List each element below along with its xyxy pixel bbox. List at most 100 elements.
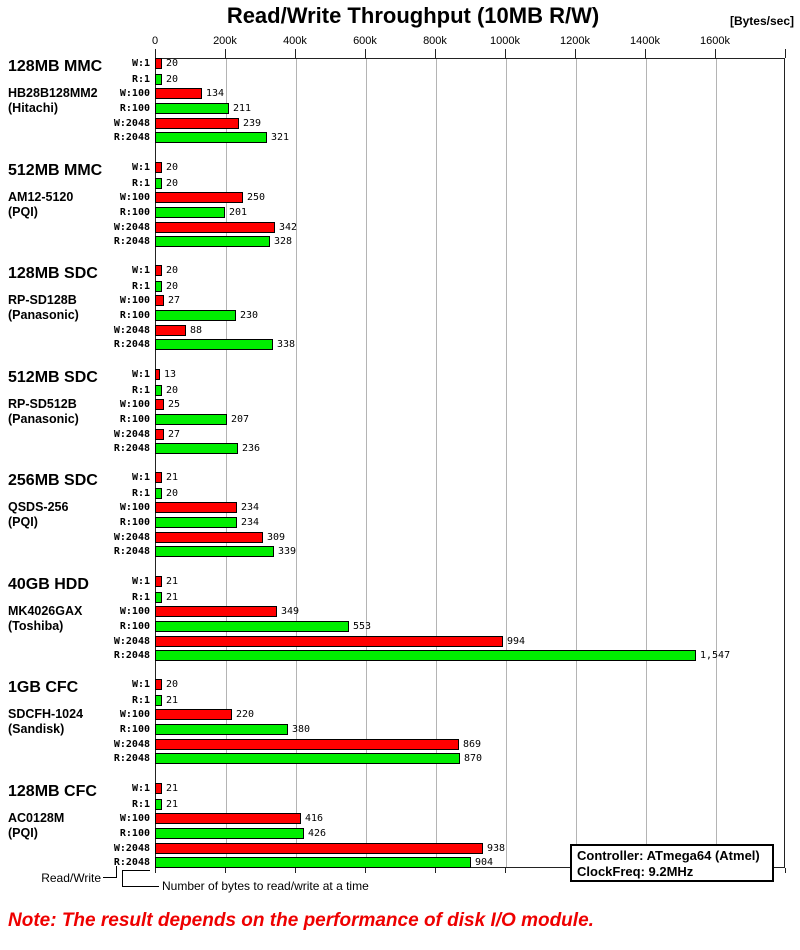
device-group: 512MB MMC AM12-5120 (PQI) W:1 20 R:1 20 W:100 25… xyxy=(0,162,785,247)
device-name: 128MB SDC xyxy=(8,265,98,282)
write-bar xyxy=(155,739,459,750)
bar-row-label: R:100 xyxy=(119,517,150,528)
bar-row-label: R:1 xyxy=(131,385,150,396)
bar-value-label: 20 xyxy=(166,679,179,690)
bar-row-label: W:100 xyxy=(119,813,150,824)
device-maker: (Panasonic) xyxy=(8,308,79,322)
device-model: RP-SD128B xyxy=(8,293,77,307)
bar-row-label: W:2048 xyxy=(113,843,150,854)
bar-value-label: 234 xyxy=(241,517,260,528)
bar-row-label: W:2048 xyxy=(113,118,150,129)
write-bar xyxy=(155,118,239,129)
bar-row-label: R:1 xyxy=(131,799,150,810)
write-bar xyxy=(155,502,237,513)
bar-value-label: 27 xyxy=(168,429,181,440)
read-bar xyxy=(155,592,162,603)
device-model: RP-SD512B xyxy=(8,397,77,411)
device-group: 128MB MMC HB28B128MM2 (Hitachi) W:1 20 R:1 20 W… xyxy=(0,58,785,143)
bar-value-label: 21 xyxy=(166,799,179,810)
tick-mark xyxy=(785,49,786,58)
bar-value-label: 250 xyxy=(247,192,266,203)
bar-row-label: R:100 xyxy=(119,103,150,114)
bar-row-label: W:2048 xyxy=(113,636,150,647)
tick-label: 800k xyxy=(423,35,447,47)
bar-value-label: 239 xyxy=(243,118,262,129)
bar-row-label: R:2048 xyxy=(113,132,150,143)
bar-row-label: R:1 xyxy=(131,178,150,189)
bar-value-label: 342 xyxy=(279,222,298,233)
bar-value-label: 27 xyxy=(168,295,181,306)
bar-value-label: 870 xyxy=(464,753,483,764)
bar-row-label: W:100 xyxy=(119,295,150,306)
bar-value-label: 338 xyxy=(277,339,296,350)
read-bar xyxy=(155,443,238,454)
tick-label: 600k xyxy=(353,35,377,47)
bar-value-label: 380 xyxy=(292,724,311,735)
bar-value-label: 21 xyxy=(166,592,179,603)
read-bar xyxy=(155,339,273,350)
bar-row-label: R:2048 xyxy=(113,650,150,661)
bar-row-label: R:100 xyxy=(119,621,150,632)
bar-row-label: W:1 xyxy=(131,783,150,794)
info-box-controller: Controller: ATmega64 (Atmel) xyxy=(577,848,760,863)
write-bar xyxy=(155,813,301,824)
read-bar xyxy=(155,74,162,85)
tick-label: 0 xyxy=(151,35,159,47)
read-bar xyxy=(155,695,162,706)
gridline xyxy=(576,59,577,867)
bar-row-label: R:2048 xyxy=(113,857,150,868)
bar-value-label: 426 xyxy=(308,828,327,839)
bar-row-label: W:1 xyxy=(131,472,150,483)
bar-row-label: W:1 xyxy=(131,265,150,276)
gridline xyxy=(436,59,437,867)
read-bar xyxy=(155,799,162,810)
read-bar xyxy=(155,310,236,321)
legend-bracket-bytes xyxy=(122,870,159,887)
read-bar xyxy=(155,281,162,292)
tick-mark xyxy=(715,49,716,58)
bar-value-label: 328 xyxy=(274,236,293,247)
write-bar xyxy=(155,576,162,587)
write-bar xyxy=(155,295,164,306)
read-bar xyxy=(155,517,237,528)
read-bar xyxy=(155,414,227,425)
device-maker: (PQI) xyxy=(8,205,38,219)
bar-row-label: R:100 xyxy=(119,828,150,839)
info-box: Controller: ATmega64 (Atmel) ClockFreq: … xyxy=(570,844,774,882)
device-name: 128MB CFC xyxy=(8,783,97,800)
axis-unit-label: [Bytes/sec] xyxy=(729,14,794,28)
bar-row-label: W:2048 xyxy=(113,222,150,233)
bar-row-label: W:2048 xyxy=(113,325,150,336)
bar-value-label: 1,547 xyxy=(700,650,731,661)
bar-value-label: 211 xyxy=(233,103,252,114)
bar-row-label: R:1 xyxy=(131,488,150,499)
tick-mark xyxy=(365,868,366,873)
bar-value-label: 236 xyxy=(242,443,261,454)
write-bar xyxy=(155,192,243,203)
read-bar xyxy=(155,132,267,143)
write-bar xyxy=(155,843,483,854)
bar-row-label: R:2048 xyxy=(113,339,150,350)
bar-value-label: 88 xyxy=(190,325,203,336)
bar-row-label: R:1 xyxy=(131,74,150,85)
bar-row-label: W:1 xyxy=(131,58,150,69)
device-name: 128MB MMC xyxy=(8,58,103,75)
write-bar xyxy=(155,636,503,647)
device-model: AC0128M xyxy=(8,811,65,825)
bar-value-label: 25 xyxy=(168,399,181,410)
device-group: 1GB CFC SDCFH-1024 (Sandisk) W:1 20 R:1 21 W:10… xyxy=(0,679,785,764)
bar-row-label: R:2048 xyxy=(113,546,150,557)
device-group: 128MB CFC AC0128M (PQI) W:1 21 R:1 21 W:100 416 R… xyxy=(0,783,785,868)
device-name: 1GB CFC xyxy=(8,679,79,696)
device-name: 512MB MMC xyxy=(8,162,103,179)
read-bar xyxy=(155,207,225,218)
tick-mark xyxy=(225,868,226,873)
bar-row-label: R:100 xyxy=(119,207,150,218)
device-model: QSDS-256 xyxy=(8,500,69,514)
bar-row-label: W:2048 xyxy=(113,532,150,543)
bar-value-label: 21 xyxy=(166,472,179,483)
read-bar xyxy=(155,488,162,499)
write-bar xyxy=(155,265,162,276)
bar-value-label: 220 xyxy=(236,709,255,720)
gridline xyxy=(296,59,297,867)
